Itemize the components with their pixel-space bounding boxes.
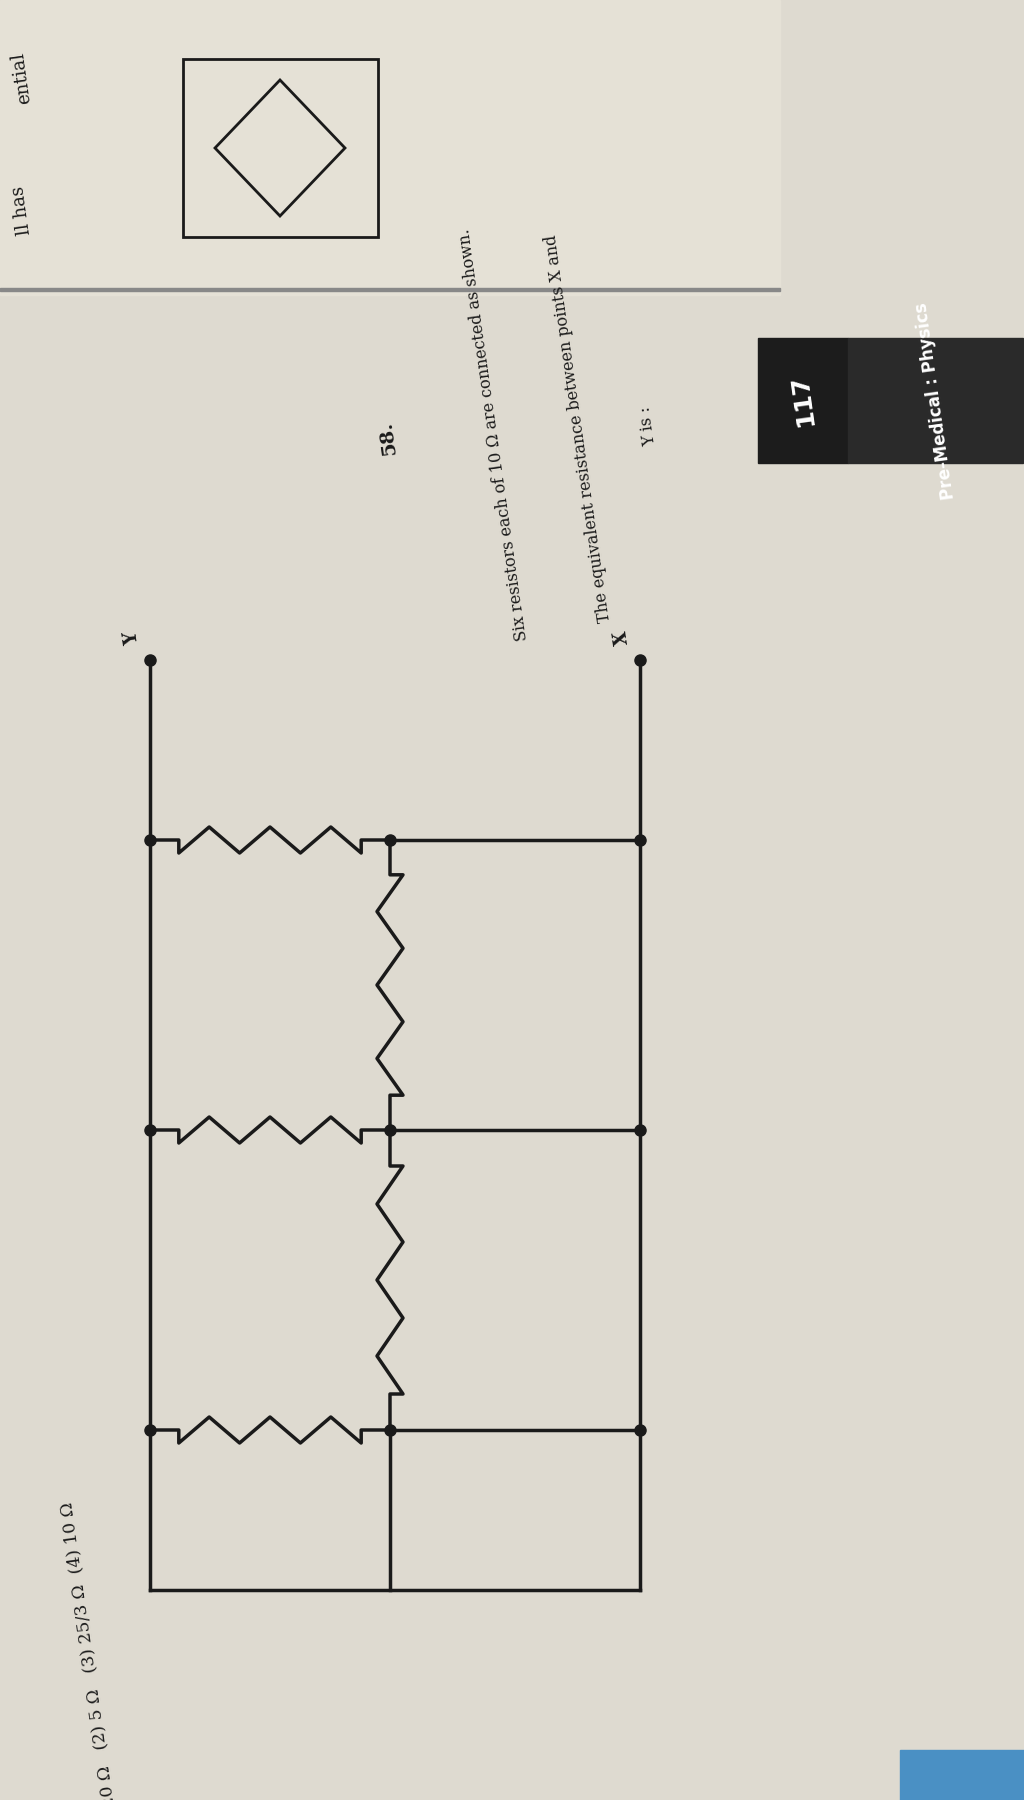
Bar (758, 338, 848, 463)
Text: (1) 20 Ω   (2) 5 Ω   (3) 25/3 Ω  (4) 10 Ω: (1) 20 Ω (2) 5 Ω (3) 25/3 Ω (4) 10 Ω (58, 1501, 122, 1800)
Bar (848, 338, 1023, 463)
Text: X: X (612, 630, 632, 646)
Text: Y: Y (122, 630, 141, 646)
Text: 117: 117 (787, 373, 818, 428)
Bar (900, 1750, 1024, 1800)
Text: The equivalent resistance between points X and: The equivalent resistance between points… (543, 232, 613, 623)
Text: Six resistors each of 10 Ω are connected as shown.: Six resistors each of 10 Ω are connected… (457, 229, 531, 643)
Bar (0, 288, 780, 292)
Text: Y is :: Y is : (637, 405, 659, 446)
Bar (0, 0, 780, 295)
Text: 58.: 58. (377, 419, 399, 455)
Text: ll has: ll has (9, 184, 35, 236)
Text: Pre-Medical : Physics: Pre-Medical : Physics (912, 301, 958, 500)
Bar (183, 59, 378, 238)
Text: ential: ential (9, 50, 35, 104)
